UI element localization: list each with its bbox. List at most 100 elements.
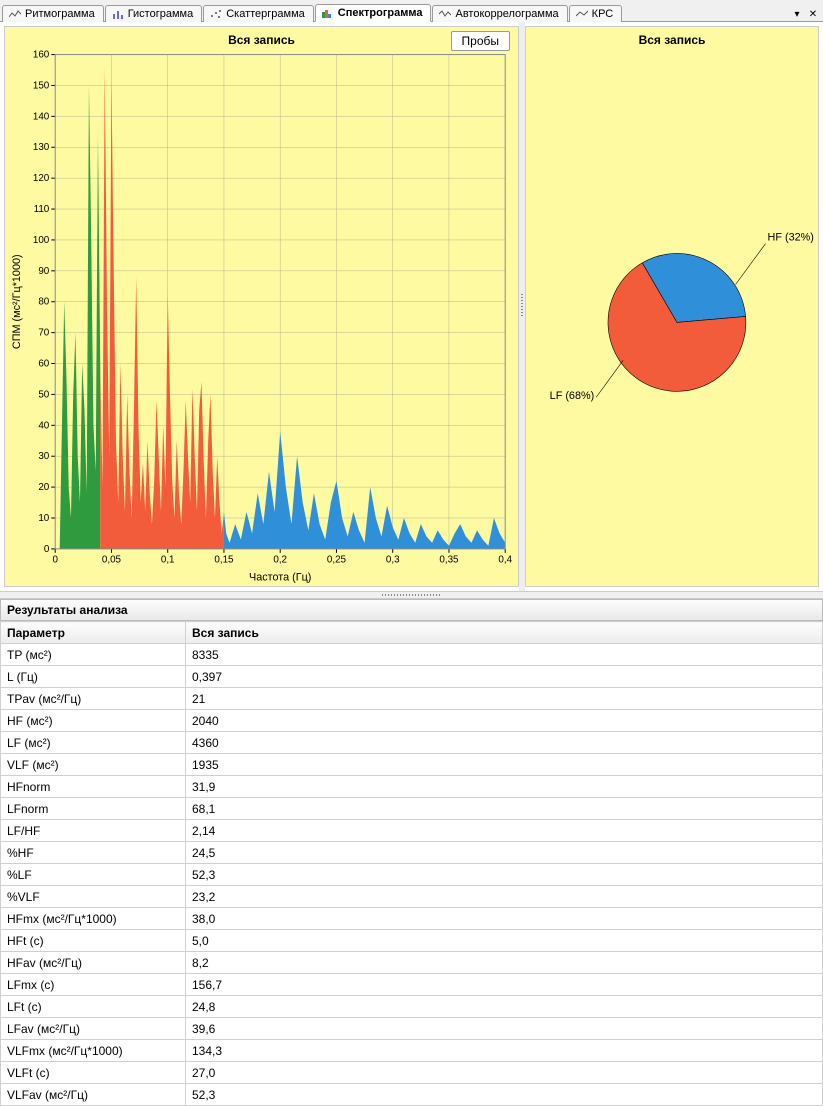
charts-row: Вся запись Пробы 01020304050607080901001… bbox=[0, 22, 823, 591]
svg-text:120: 120 bbox=[33, 173, 50, 184]
pie-panel: Вся запись HF (32%)LF (68%) bbox=[525, 22, 823, 591]
svg-text:HF (32%): HF (32%) bbox=[768, 231, 814, 243]
table-row[interactable]: %LF52,3 bbox=[1, 864, 823, 886]
svg-text:0,25: 0,25 bbox=[327, 554, 347, 565]
close-icon[interactable]: ✕ bbox=[807, 9, 819, 21]
spectrum-plot: 0102030405060708090100110120130140150160… bbox=[5, 27, 518, 586]
table-row[interactable]: LFnorm68,1 bbox=[1, 798, 823, 820]
svg-text:110: 110 bbox=[34, 204, 50, 215]
cell-parameter: VLF (мс²) bbox=[1, 754, 186, 776]
table-row[interactable]: HFav (мс²/Гц)8,2 bbox=[1, 952, 823, 974]
cell-value: 8,2 bbox=[186, 952, 823, 974]
horizontal-splitter[interactable] bbox=[0, 591, 823, 599]
cell-value: 24,5 bbox=[186, 842, 823, 864]
table-row[interactable]: VLFmx (мс²/Гц*1000)134,3 bbox=[1, 1040, 823, 1062]
table-row[interactable]: VLFav (мс²/Гц)52,3 bbox=[1, 1084, 823, 1106]
col-value[interactable]: Вся запись bbox=[186, 622, 823, 644]
tab-scattergram[interactable]: Скаттерграмма bbox=[203, 5, 314, 22]
cell-parameter: HFav (мс²/Гц) bbox=[1, 952, 186, 974]
table-row[interactable]: LF (мс²)4360 bbox=[1, 732, 823, 754]
spectrum-icon bbox=[322, 8, 334, 18]
cell-value: 21 bbox=[186, 688, 823, 710]
cell-value: 2,14 bbox=[186, 820, 823, 842]
cell-parameter: %VLF bbox=[1, 886, 186, 908]
table-row[interactable]: LFav (мс²/Гц)39,6 bbox=[1, 1018, 823, 1040]
col-parameter[interactable]: Параметр bbox=[1, 622, 186, 644]
cell-parameter: VLFav (мс²/Гц) bbox=[1, 1084, 186, 1106]
svg-text:160: 160 bbox=[33, 49, 50, 60]
table-row[interactable]: VLF (мс²)1935 bbox=[1, 754, 823, 776]
svg-text:0,3: 0,3 bbox=[386, 554, 400, 565]
spectrum-chart: Вся запись Пробы 01020304050607080901001… bbox=[4, 26, 519, 587]
svg-text:0,15: 0,15 bbox=[214, 554, 234, 565]
dropdown-icon[interactable]: ▾ bbox=[791, 9, 803, 21]
svg-text:0,2: 0,2 bbox=[273, 554, 287, 565]
spectrum-panel: Вся запись Пробы 01020304050607080901001… bbox=[0, 22, 519, 591]
cell-parameter: TPav (мс²/Гц) bbox=[1, 688, 186, 710]
svg-text:40: 40 bbox=[38, 420, 49, 431]
svg-text:140: 140 bbox=[33, 111, 50, 122]
cell-value: 4360 bbox=[186, 732, 823, 754]
tab-krs[interactable]: КРС bbox=[569, 5, 623, 22]
cell-parameter: L (Гц) bbox=[1, 666, 186, 688]
table-row[interactable]: HFt (с)5,0 bbox=[1, 930, 823, 952]
pie-plot: HF (32%)LF (68%) bbox=[526, 27, 818, 586]
cell-value: 134,3 bbox=[186, 1040, 823, 1062]
table-row[interactable]: TP (мс²)8335 bbox=[1, 644, 823, 666]
line-chart-icon bbox=[576, 9, 588, 19]
cell-value: 1935 bbox=[186, 754, 823, 776]
table-row[interactable]: HFnorm31,9 bbox=[1, 776, 823, 798]
tab-bar: Ритмограмма Гистограмма Скаттерграмма Сп… bbox=[0, 0, 823, 22]
svg-text:0: 0 bbox=[44, 544, 50, 555]
svg-text:70: 70 bbox=[38, 327, 49, 338]
cell-value: 5,0 bbox=[186, 930, 823, 952]
table-row[interactable]: L (Гц)0,397 bbox=[1, 666, 823, 688]
cell-value: 24,8 bbox=[186, 996, 823, 1018]
svg-text:150: 150 bbox=[33, 80, 50, 91]
cell-value: 8335 bbox=[186, 644, 823, 666]
table-row[interactable]: %HF24,5 bbox=[1, 842, 823, 864]
table-header-row: Параметр Вся запись bbox=[1, 622, 823, 644]
table-row[interactable]: LFmx (с)156,7 bbox=[1, 974, 823, 996]
svg-text:10: 10 bbox=[38, 513, 49, 524]
cell-parameter: VLFmx (мс²/Гц*1000) bbox=[1, 1040, 186, 1062]
cell-value: 39,6 bbox=[186, 1018, 823, 1040]
tab-histogram[interactable]: Гистограмма bbox=[105, 5, 203, 22]
app-root: Ритмограмма Гистограмма Скаттерграмма Сп… bbox=[0, 0, 823, 1106]
cell-parameter: LF (мс²) bbox=[1, 732, 186, 754]
svg-text:50: 50 bbox=[38, 389, 49, 400]
cell-parameter: TP (мс²) bbox=[1, 644, 186, 666]
tab-spectrogram[interactable]: Спектрограмма bbox=[315, 4, 432, 22]
tab-controls: ▾ ✕ bbox=[791, 9, 823, 21]
svg-text:80: 80 bbox=[38, 296, 49, 307]
svg-text:130: 130 bbox=[33, 142, 50, 153]
pie-chart: Вся запись HF (32%)LF (68%) bbox=[525, 26, 819, 587]
tab-label: Скаттерграмма bbox=[226, 8, 305, 20]
cell-value: 23,2 bbox=[186, 886, 823, 908]
cell-value: 156,7 bbox=[186, 974, 823, 996]
cell-parameter: LFmx (с) bbox=[1, 974, 186, 996]
table-row[interactable]: LF/HF2,14 bbox=[1, 820, 823, 842]
table-row[interactable]: %VLF23,2 bbox=[1, 886, 823, 908]
cell-parameter: %HF bbox=[1, 842, 186, 864]
cell-value: 31,9 bbox=[186, 776, 823, 798]
cell-parameter: LF/HF bbox=[1, 820, 186, 842]
table-row[interactable]: VLFt (с)27,0 bbox=[1, 1062, 823, 1084]
table-row[interactable]: HFmx (мс²/Гц*1000)38,0 bbox=[1, 908, 823, 930]
tab-rhythmogram[interactable]: Ритмограмма bbox=[2, 5, 104, 22]
cell-parameter: LFnorm bbox=[1, 798, 186, 820]
cell-parameter: HFmx (мс²/Гц*1000) bbox=[1, 908, 186, 930]
table-row[interactable]: LFt (с)24,8 bbox=[1, 996, 823, 1018]
cell-value: 27,0 bbox=[186, 1062, 823, 1084]
table-row[interactable]: HF (мс²)2040 bbox=[1, 710, 823, 732]
cell-value: 52,3 bbox=[186, 1084, 823, 1106]
svg-text:0,35: 0,35 bbox=[439, 554, 459, 565]
cell-parameter: VLFt (с) bbox=[1, 1062, 186, 1084]
svg-text:0,05: 0,05 bbox=[102, 554, 122, 565]
table-row[interactable]: TPav (мс²/Гц)21 bbox=[1, 688, 823, 710]
tab-autocorrelogram[interactable]: Автокоррелограмма bbox=[432, 5, 567, 22]
svg-text:0,1: 0,1 bbox=[161, 554, 175, 565]
svg-text:0: 0 bbox=[52, 554, 58, 565]
line-chart-icon bbox=[439, 9, 451, 19]
cell-parameter: HFt (с) bbox=[1, 930, 186, 952]
